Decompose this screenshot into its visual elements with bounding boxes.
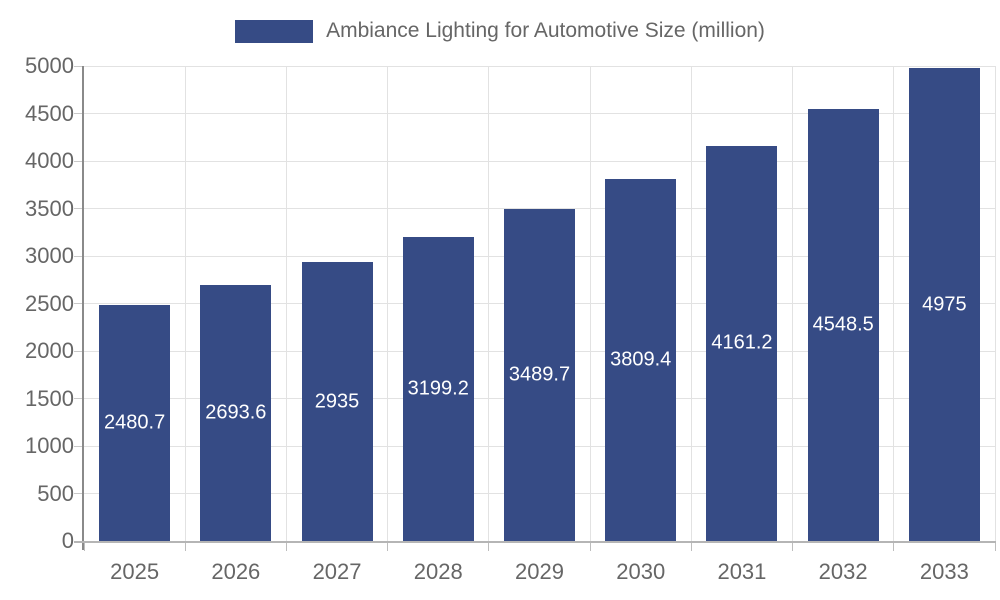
y-axis-tick <box>74 160 82 162</box>
plot-area: 2480.7 2693.6 2935 3199.2 3489.7 3809.4 4161.2… <box>74 65 996 551</box>
x-tick-label: 2025 <box>110 559 160 584</box>
y-tick-label: 3500 <box>25 195 74 221</box>
gridline-vertical <box>893 66 895 541</box>
bar-value-label: 3199.2 <box>407 377 469 400</box>
bar-2028: 3199.2 <box>402 237 474 541</box>
bar-2026: 2693.6 <box>200 285 272 541</box>
bar-value-label: 2480.7 <box>104 411 166 434</box>
y-tick-label: 0 <box>61 528 74 553</box>
y-tick-label: 1000 <box>25 433 74 458</box>
bar-2025: 2480.7 <box>99 305 171 541</box>
gridline-vertical <box>184 66 186 541</box>
x-axis-tick <box>285 543 287 551</box>
y-tick-label: 2500 <box>25 290 74 316</box>
gridline-vertical <box>387 66 389 541</box>
bar-value-label: 4975 <box>922 293 967 316</box>
y-axis-tick <box>74 65 82 67</box>
y-axis-tick <box>74 493 82 494</box>
bar-value-label: 4548.5 <box>812 313 874 336</box>
x-axis-tick <box>994 543 996 551</box>
bar-2032: 4548.5 <box>807 108 879 541</box>
x-axis-tick <box>690 543 692 551</box>
bar-2033: 4975 <box>908 68 980 541</box>
gridline-vertical <box>994 66 996 541</box>
gridline-vertical <box>589 66 591 541</box>
y-axis-tick <box>74 255 82 257</box>
y-tick-label: 3000 <box>25 243 74 268</box>
x-axis-tick <box>184 543 186 551</box>
y-tick-label: 500 <box>37 480 74 506</box>
y-axis-tick <box>74 208 82 209</box>
legend-swatch-icon <box>235 19 314 43</box>
x-axis-tick <box>387 543 389 551</box>
bar-value-label: 2935 <box>314 390 360 413</box>
bar-2027: 2935 <box>301 262 373 541</box>
gridline-vertical <box>792 66 794 541</box>
bar-value-label: 4161.2 <box>711 331 773 354</box>
x-tick-label: 2030 <box>616 559 666 584</box>
bar-2031: 4161.2 <box>706 145 778 541</box>
x-tick-label: 2027 <box>312 559 362 584</box>
y-tick-label: 5000 <box>25 53 74 78</box>
bar-value-label: 2693.6 <box>205 401 267 424</box>
x-tick-label: 2026 <box>211 559 261 584</box>
y-axis-tick <box>74 398 82 399</box>
x-axis-tick <box>792 543 794 551</box>
y-axis-line <box>82 66 84 550</box>
gridline-horizontal <box>84 113 995 114</box>
x-tick-label: 2028 <box>413 559 463 584</box>
y-axis-tick <box>74 350 82 352</box>
gridline-vertical <box>285 66 287 541</box>
y-tick-label: 4500 <box>25 100 74 126</box>
x-tick-label: 2033 <box>919 559 969 584</box>
y-axis-tick <box>74 113 82 114</box>
bar-2030: 3809.4 <box>605 179 677 541</box>
gridline-horizontal <box>84 160 995 162</box>
x-axis-line <box>74 541 996 543</box>
y-axis-tick <box>74 445 82 447</box>
y-axis-tick <box>74 303 82 304</box>
x-axis-tick <box>589 543 591 551</box>
y-tick-label: 2000 <box>25 338 74 363</box>
x-axis-tick <box>83 543 85 551</box>
gridline-horizontal <box>84 65 995 67</box>
x-tick-label: 2032 <box>818 559 868 584</box>
x-axis-tick <box>893 543 895 551</box>
gridline-horizontal <box>84 208 995 209</box>
legend-label: Ambiance Lighting for Automotive Size (m… <box>326 19 765 42</box>
x-tick-label: 2031 <box>717 559 767 584</box>
chart-legend[interactable]: Ambiance Lighting for Automotive Size (m… <box>0 19 1000 43</box>
gridline-vertical <box>690 66 692 541</box>
y-tick-label: 1500 <box>25 385 74 411</box>
x-axis-tick <box>488 543 490 551</box>
y-tick-label: 4000 <box>25 148 74 173</box>
x-tick-label: 2029 <box>515 559 564 584</box>
bar-value-label: 3489.7 <box>508 363 571 386</box>
bar-value-label: 3809.4 <box>610 348 672 371</box>
gridline-vertical <box>488 66 490 541</box>
bar-2029: 3489.7 <box>504 209 575 541</box>
